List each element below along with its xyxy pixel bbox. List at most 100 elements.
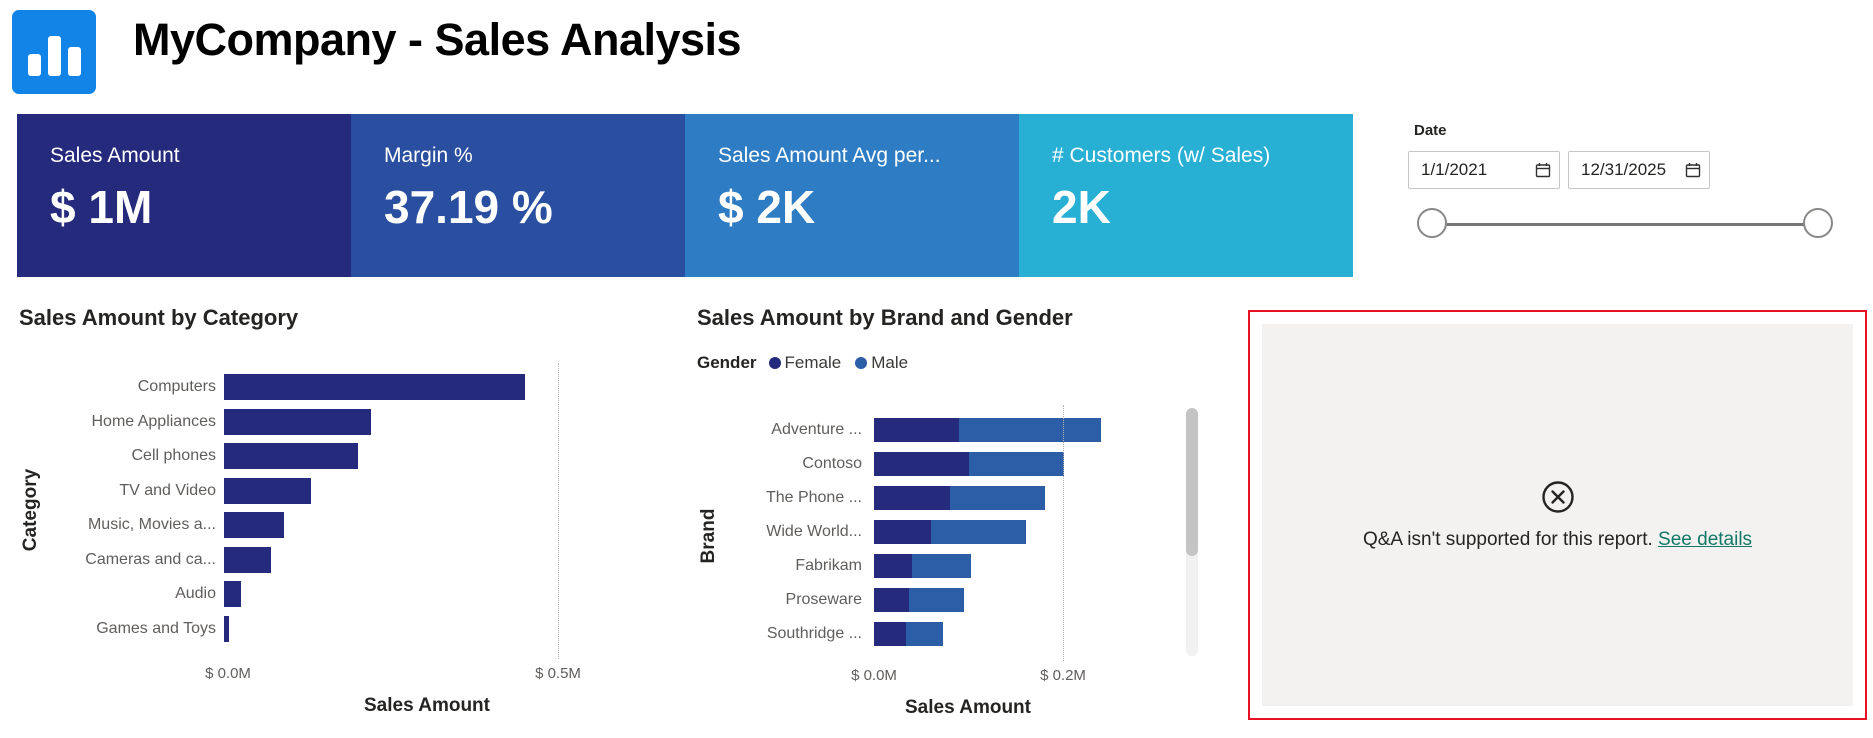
stacked-bar-segment-male[interactable] (969, 452, 1064, 476)
stacked-bar-segment-male[interactable] (909, 588, 964, 612)
qna-see-details-link[interactable]: See details (1658, 529, 1753, 550)
bar-row: Games and Toys (19, 612, 579, 647)
gender-legend-items: Female Male (768, 353, 923, 373)
kpi-card-sales-amount[interactable]: Sales Amount $ 1M (17, 114, 351, 277)
brand-gender-stacked-chart: Sales Amount by Brand and Gender Gender … (697, 305, 1217, 735)
app-logo-bar-chart-icon (12, 10, 96, 94)
chart-title: Sales Amount by Brand and Gender (697, 305, 1073, 330)
date-start-field[interactable] (1408, 151, 1560, 189)
x-axis-title: Sales Amount (905, 697, 1031, 718)
stacked-bar-segment-female[interactable] (874, 554, 912, 578)
bar-row: Audio (19, 577, 579, 612)
category-chart-rows: Computers Home Appliances Cell phones TV an… (19, 370, 579, 646)
kpi-card-margin[interactable]: Margin % 37.19 % (351, 114, 685, 277)
date-end-field[interactable] (1568, 151, 1710, 189)
kpi-value: 37.19 % (384, 181, 553, 233)
gridline (558, 363, 559, 659)
bar-track (224, 443, 579, 470)
bar-row: Fabrikam (697, 549, 1177, 583)
date-range-slider-track[interactable] (1432, 223, 1818, 226)
category-bar[interactable] (224, 477, 311, 504)
qna-message: Q&A isn't supported for this report. See… (1363, 529, 1752, 551)
bar-track (874, 520, 1177, 544)
stacked-bar-segment-male[interactable] (906, 622, 943, 646)
brand-label: Fabrikam (795, 557, 862, 574)
bar-track (874, 622, 1177, 646)
qna-visual: Q&A isn't supported for this report. See… (1262, 324, 1853, 706)
bar-track (224, 546, 579, 573)
stacked-bar-segment-female[interactable] (874, 452, 969, 476)
bar-track (224, 615, 579, 642)
gender-legend: Gender Female Male (697, 353, 922, 373)
x-tick: $ 0.0M (851, 667, 897, 684)
chart-scrollbar[interactable] (1186, 408, 1198, 656)
calendar-icon[interactable] (1535, 162, 1551, 178)
x-tick: $ 0.5M (535, 665, 581, 682)
category-bar[interactable] (224, 443, 358, 470)
date-range-slider-handle-left[interactable] (1417, 208, 1447, 238)
bar-track (224, 477, 579, 504)
brand-chart-rows: Adventure ... Contoso The Phone ... Wide Wo… (697, 413, 1177, 651)
category-bar[interactable] (224, 512, 284, 539)
brand-label: Southridge ... (766, 625, 862, 642)
legend-label: Female (784, 353, 842, 372)
report-title: MyCompany - Sales Analysis (133, 14, 742, 65)
gridline (1063, 405, 1064, 661)
bar-track (224, 512, 579, 539)
kpi-label: Margin % (384, 144, 473, 167)
stacked-bar-segment-female[interactable] (874, 622, 906, 646)
stacked-bar-segment-male[interactable] (959, 418, 1101, 442)
legend-item-female[interactable]: Female (768, 353, 842, 373)
stacked-bar-segment-male[interactable] (950, 486, 1045, 510)
legend-item-male[interactable]: Male (855, 353, 908, 373)
stacked-bar-segment-male[interactable] (912, 554, 971, 578)
category-bar[interactable] (224, 581, 241, 608)
category-label: Cell phones (131, 447, 217, 465)
x-tick: $ 0.2M (1040, 667, 1086, 684)
category-bar[interactable] (224, 615, 229, 642)
legend-dot-icon (855, 357, 868, 369)
bar-row: Proseware (697, 583, 1177, 617)
chart-scrollbar-thumb[interactable] (1186, 408, 1198, 556)
bar-track (874, 554, 1177, 578)
bar-row: Southridge ... (697, 617, 1177, 651)
category-label: Computers (137, 378, 216, 396)
bar-row: Music, Movies a... (19, 508, 579, 543)
stacked-bar-segment-female[interactable] (874, 486, 950, 510)
stacked-bar-segment-female[interactable] (874, 520, 931, 544)
brand-label: Contoso (802, 455, 862, 472)
category-bar[interactable] (224, 546, 271, 573)
date-start-input[interactable] (1409, 160, 1535, 180)
chart-title: Sales Amount by Category (19, 305, 299, 330)
date-range-slider-handle-right[interactable] (1803, 208, 1833, 238)
bar-row: Adventure ... (697, 413, 1177, 447)
bar-track (874, 588, 1177, 612)
category-bar[interactable] (224, 408, 371, 435)
stacked-bar-segment-female[interactable] (874, 588, 909, 612)
stacked-bar-segment-male[interactable] (931, 520, 1026, 544)
stacked-bar-segment-female[interactable] (874, 418, 959, 442)
bar-row: TV and Video (19, 474, 579, 509)
kpi-value: $ 2K (718, 181, 816, 233)
bar-row: The Phone ... (697, 481, 1177, 515)
kpi-card-row: Sales Amount $ 1M Margin % 37.19 % Sales… (17, 114, 1353, 277)
error-circle-x-icon (1541, 481, 1574, 513)
kpi-value: 2K (1052, 181, 1111, 233)
qna-visual-error-border: Q&A isn't supported for this report. See… (1248, 310, 1867, 720)
kpi-label: Sales Amount (50, 144, 180, 167)
calendar-icon[interactable] (1685, 162, 1701, 178)
date-end-input[interactable] (1569, 160, 1685, 180)
bar-row: Contoso (697, 447, 1177, 481)
category-bar[interactable] (224, 374, 525, 401)
brand-label: Proseware (785, 591, 862, 608)
brand-label: Adventure ... (771, 421, 862, 438)
category-bar-chart: Sales Amount by Category Category Comput… (19, 305, 679, 735)
kpi-card-customers[interactable]: # Customers (w/ Sales) 2K (1019, 114, 1353, 277)
category-label: Games and Toys (96, 619, 216, 637)
bar-track (224, 374, 579, 401)
kpi-card-sales-avg[interactable]: Sales Amount Avg per... $ 2K (685, 114, 1019, 277)
kpi-label: # Customers (w/ Sales) (1052, 144, 1271, 167)
category-label: Home Appliances (91, 412, 216, 430)
kpi-label: Sales Amount Avg per... (718, 144, 941, 167)
date-slicer-label: Date (1414, 122, 1447, 139)
